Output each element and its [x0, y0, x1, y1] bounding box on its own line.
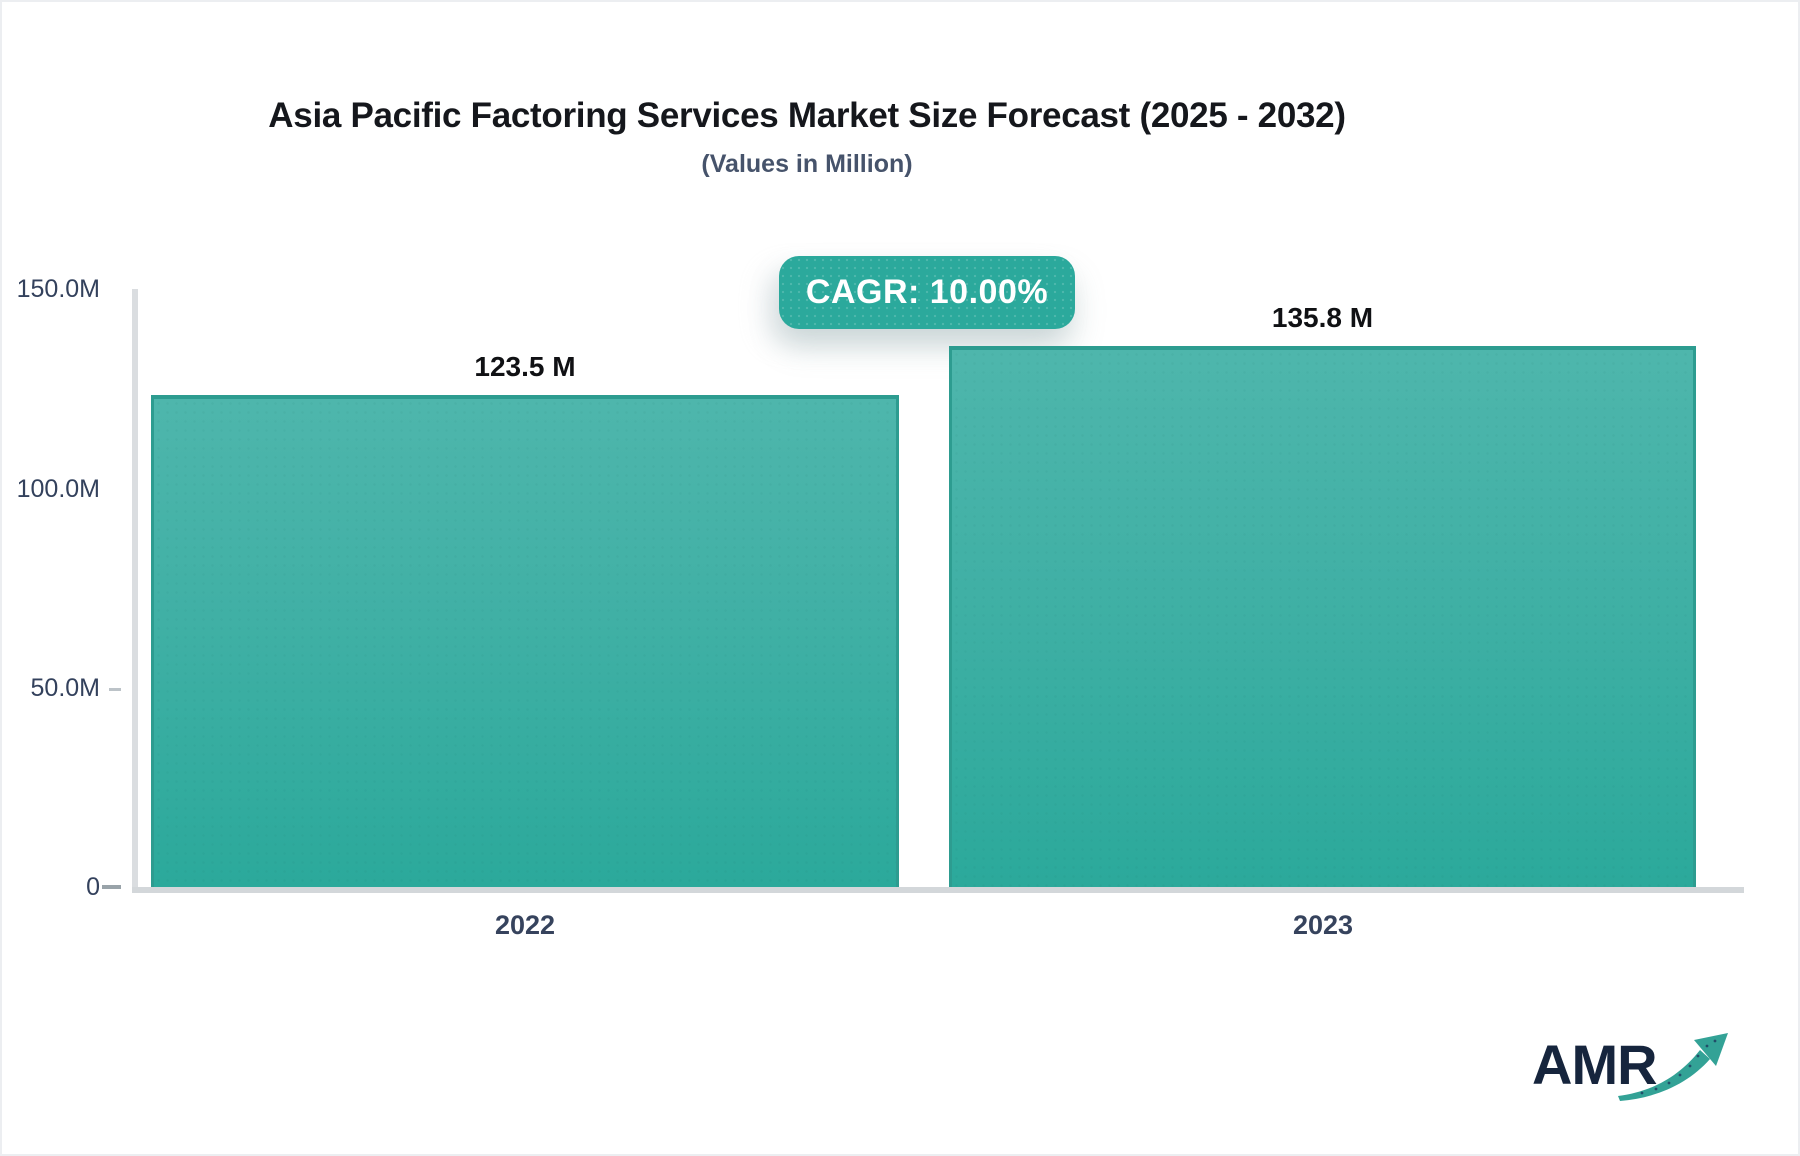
y-axis-tick-label: 0 [86, 873, 100, 901]
growth-arrow-icon [1618, 1033, 1728, 1101]
brand-logo: AMR [1532, 1032, 1752, 1122]
bar-group: 135.8 M [949, 289, 1696, 887]
cagr-badge: CAGR: 10.00% [779, 256, 1075, 329]
y-axis-tick-label: 50.0M [30, 674, 100, 702]
bar[interactable] [151, 395, 899, 887]
chart-subtitle: (Values in Million) [701, 150, 913, 178]
bar-group: 123.5 M [151, 289, 899, 887]
bar-value-label: 123.5 M [474, 351, 576, 382]
y-axis-tick-mark [109, 688, 121, 691]
chart-title: Asia Pacific Factoring Services Market S… [268, 96, 1346, 135]
x-axis-tick-label: 2023 [1292, 910, 1354, 940]
bar-value-label: 135.8 M [1271, 302, 1374, 333]
y-axis-tick-mark [102, 885, 121, 889]
y-axis-tick-label: 100.0M [16, 475, 100, 503]
x-axis-line [132, 887, 1744, 893]
brand-logo-text: AMR [1532, 1033, 1658, 1096]
y-axis-line [132, 289, 138, 890]
bar[interactable] [949, 346, 1696, 887]
y-axis-tick-label: 150.0M [16, 275, 100, 303]
x-axis-tick-label: 2022 [494, 910, 556, 940]
cagr-badge-label: CAGR: 10.00% [805, 273, 1049, 311]
